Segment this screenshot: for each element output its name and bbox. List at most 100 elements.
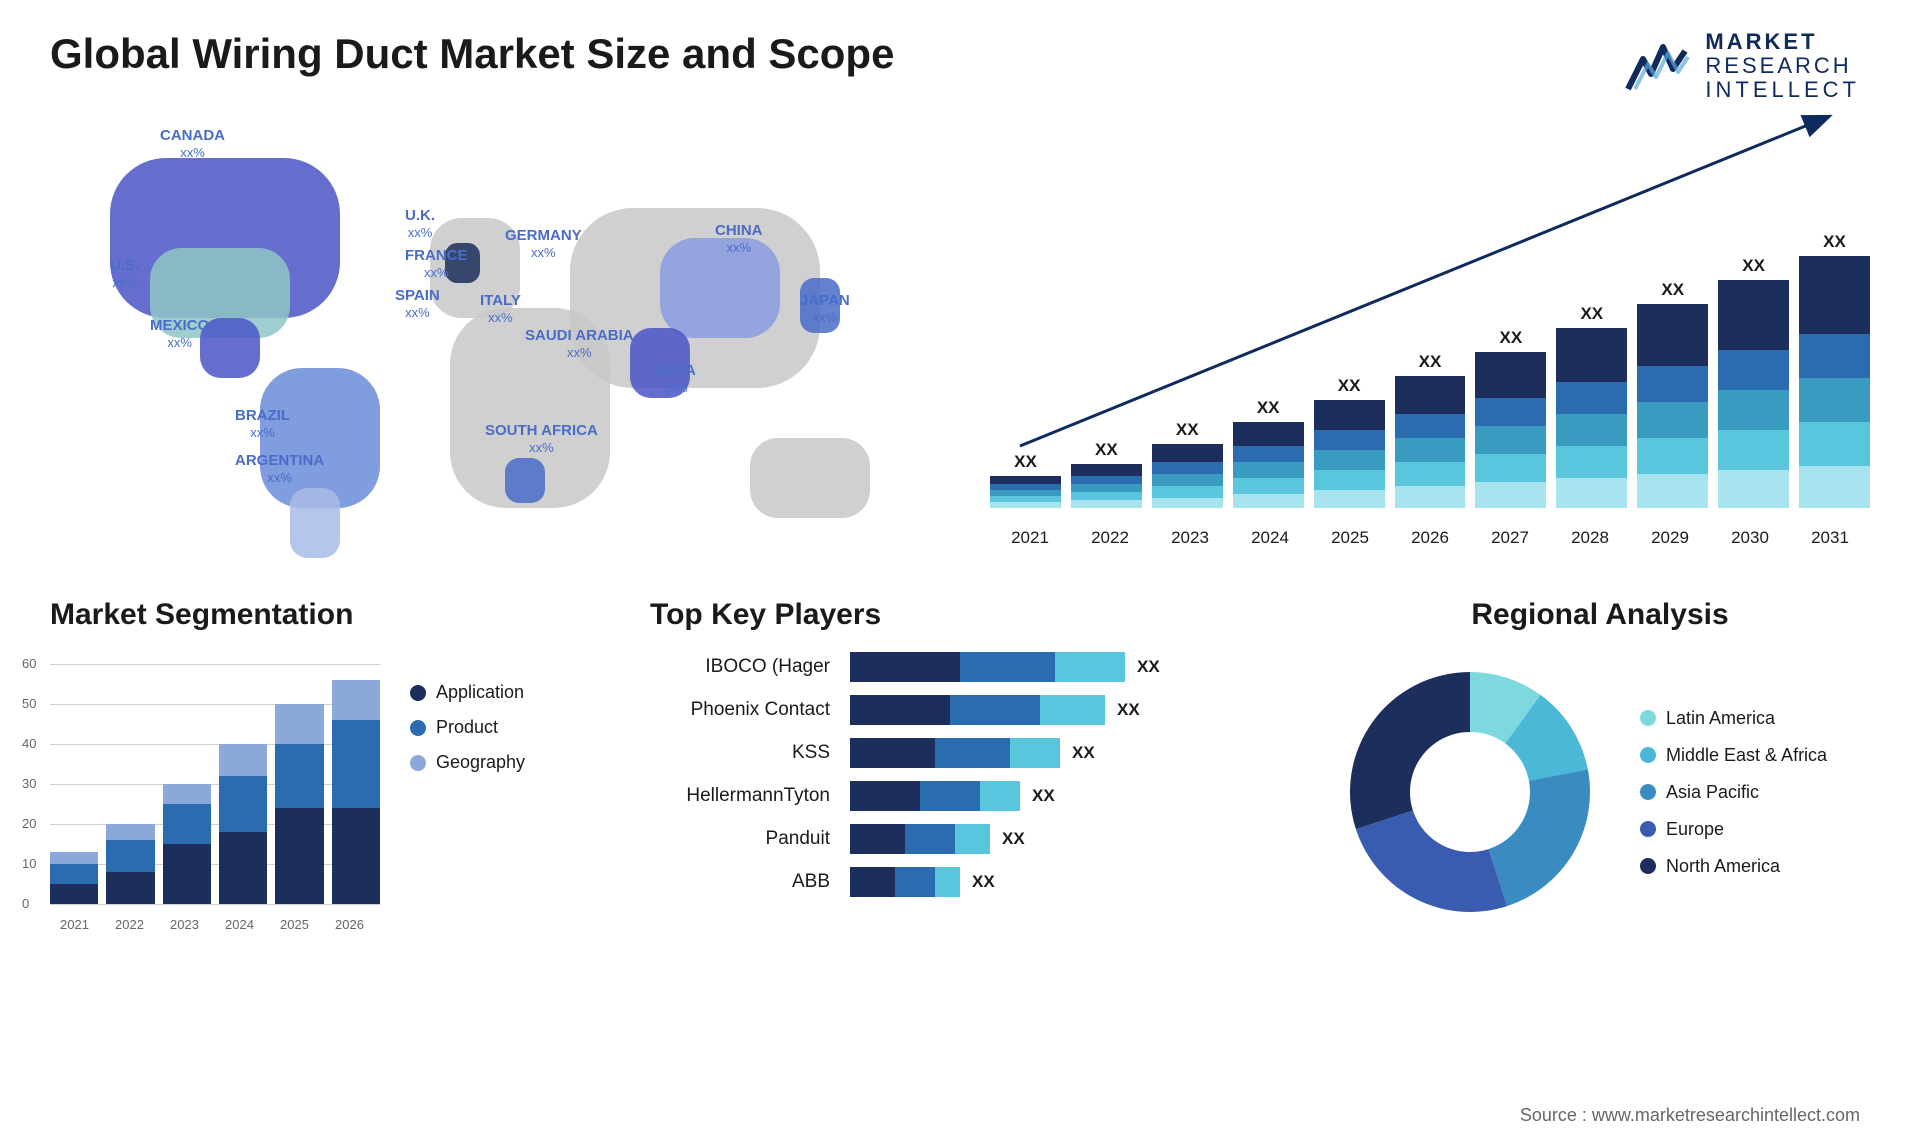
bar-segment xyxy=(1314,450,1385,470)
bar-segment xyxy=(1475,426,1546,454)
bar-segment xyxy=(1233,494,1304,508)
bar-segment xyxy=(219,776,267,832)
bar-segment xyxy=(1718,430,1789,470)
player-value: XX xyxy=(1072,743,1095,763)
year-label: 2027 xyxy=(1488,528,1532,548)
bar-value-label: XX xyxy=(1014,452,1037,472)
bar-segment xyxy=(50,864,98,884)
player-label: IBOCO (Hager xyxy=(650,652,830,682)
map-country-label: INDIAxx% xyxy=(655,363,696,396)
growth-bar: XX xyxy=(1718,256,1789,508)
bar-segment xyxy=(990,476,1061,484)
player-value: XX xyxy=(1032,786,1055,806)
legend-dot-icon xyxy=(1640,821,1656,837)
bar-segment xyxy=(1395,438,1466,462)
bar-segment xyxy=(106,840,154,872)
player-bar-row: XX xyxy=(850,867,1290,897)
segmentation-bar xyxy=(332,680,380,904)
legend-dot-icon xyxy=(1640,747,1656,763)
year-label: 2023 xyxy=(170,917,199,932)
bar-value-label: XX xyxy=(1095,440,1118,460)
bar-segment xyxy=(1395,414,1466,438)
bar-segment xyxy=(920,781,980,811)
bar-value-label: XX xyxy=(1500,328,1523,348)
bar-segment xyxy=(1718,280,1789,350)
bar-segment xyxy=(1475,352,1546,398)
growth-bar: XX xyxy=(1071,440,1142,508)
bar-segment xyxy=(1556,446,1627,478)
legend-item: Asia Pacific xyxy=(1640,782,1827,803)
year-label: 2022 xyxy=(115,917,144,932)
y-axis-tick: 40 xyxy=(22,736,36,751)
bar-segment xyxy=(1556,382,1627,414)
bar-segment xyxy=(219,744,267,776)
bar-segment xyxy=(1799,466,1870,508)
legend-item: Latin America xyxy=(1640,708,1827,729)
bar-segment xyxy=(275,704,323,744)
map-country-label: U.S.xx% xyxy=(110,258,139,291)
legend-dot-icon xyxy=(410,755,426,771)
bar-segment xyxy=(935,867,960,897)
year-label: 2022 xyxy=(1088,528,1132,548)
segmentation-legend: ApplicationProductGeography xyxy=(410,682,525,932)
player-label: Panduit xyxy=(650,824,830,854)
growth-bar: XX xyxy=(1637,280,1708,508)
player-label: KSS xyxy=(650,738,830,768)
bar-segment xyxy=(955,824,990,854)
bar-segment xyxy=(1152,474,1223,486)
legend-item: Europe xyxy=(1640,819,1827,840)
map-landmass xyxy=(750,438,870,518)
bar-value-label: XX xyxy=(1580,304,1603,324)
bar-value-label: XX xyxy=(1419,352,1442,372)
bar-segment xyxy=(1071,484,1142,492)
legend-label: Geography xyxy=(436,752,525,773)
y-axis-tick: 10 xyxy=(22,856,36,871)
y-axis-tick: 50 xyxy=(22,696,36,711)
bar-segment xyxy=(1314,400,1385,430)
bar-segment xyxy=(1718,470,1789,508)
bar-segment xyxy=(106,872,154,904)
year-label: 2024 xyxy=(1248,528,1292,548)
bar-segment xyxy=(1071,492,1142,500)
year-label: 2026 xyxy=(335,917,364,932)
player-value: XX xyxy=(1117,700,1140,720)
bar-segment xyxy=(1314,430,1385,450)
bar-segment xyxy=(1071,476,1142,484)
player-value: XX xyxy=(1002,829,1025,849)
segmentation-bar xyxy=(50,852,98,904)
bar-segment xyxy=(905,824,955,854)
player-bar-row: XX xyxy=(850,652,1290,682)
legend-label: Latin America xyxy=(1666,708,1775,729)
year-label: 2025 xyxy=(1328,528,1372,548)
bar-value-label: XX xyxy=(1176,420,1199,440)
segmentation-bar xyxy=(275,704,323,904)
map-country-label: MEXICOxx% xyxy=(150,318,209,351)
bar-segment xyxy=(219,832,267,904)
bar-segment xyxy=(332,808,380,904)
map-country-label: FRANCExx% xyxy=(405,248,468,281)
legend-dot-icon xyxy=(410,685,426,701)
bar-segment xyxy=(850,652,960,682)
bar-segment xyxy=(1556,414,1627,446)
bar-segment xyxy=(1233,422,1304,446)
year-label: 2021 xyxy=(1008,528,1052,548)
player-bar-row: XX xyxy=(850,738,1290,768)
bar-segment xyxy=(50,884,98,904)
player-bar-row: XX xyxy=(850,781,1290,811)
map-country-label: ARGENTINAxx% xyxy=(235,453,324,486)
page-title: Global Wiring Duct Market Size and Scope xyxy=(50,30,1870,78)
bar-segment xyxy=(850,867,895,897)
year-label: 2030 xyxy=(1728,528,1772,548)
year-label: 2021 xyxy=(60,917,89,932)
bar-segment xyxy=(1395,376,1466,414)
growth-bar: XX xyxy=(1395,352,1466,508)
bar-segment xyxy=(990,502,1061,508)
growth-bar: XX xyxy=(1233,398,1304,508)
year-label: 2025 xyxy=(280,917,309,932)
growth-bar: XX xyxy=(990,452,1061,508)
map-country-label: SOUTH AFRICAxx% xyxy=(485,423,598,456)
bar-segment xyxy=(1233,478,1304,494)
legend-dot-icon xyxy=(410,720,426,736)
bar-segment xyxy=(106,824,154,840)
bar-segment xyxy=(1071,500,1142,508)
